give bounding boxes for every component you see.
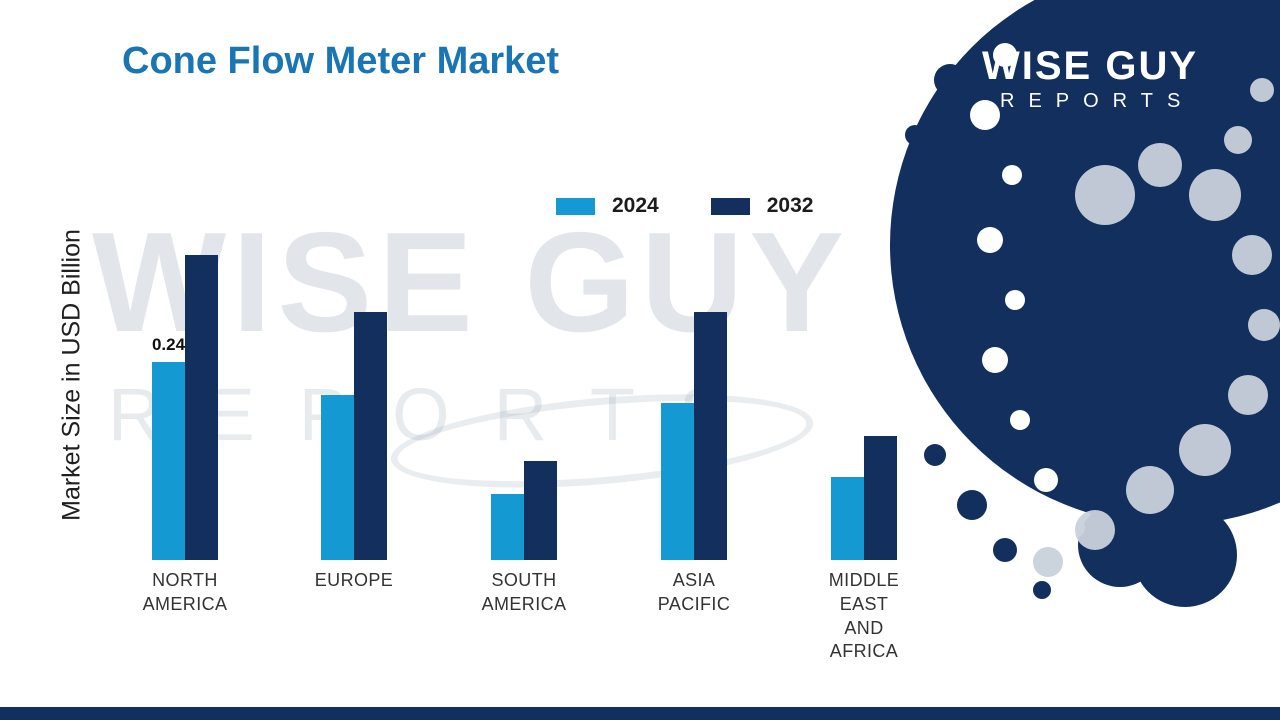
- legend-label-2024: 2024: [612, 194, 659, 217]
- legend-swatch-2032: [710, 197, 750, 215]
- bar-2024: [321, 395, 354, 560]
- bar-group-europe: EUROPE: [279, 230, 429, 590]
- footer-bar: [0, 707, 1280, 720]
- bar-value-label: 0.24: [151, 335, 186, 354]
- bar-2024: [152, 362, 185, 560]
- bar-chart: 0.24 NORTH AMERICA EUROPE SOUTH AMERICA ASIA PA…: [0, 230, 1280, 661]
- brand-wordmark-sub: REPORTS: [1000, 90, 1195, 112]
- y-axis-label: Market Size in USD Billion: [57, 229, 86, 521]
- legend-label-2032: 2032: [766, 194, 814, 217]
- category-label: SOUTH AMERICA: [481, 570, 567, 614]
- bar-group-north-america: 0.24 NORTH AMERICA: [110, 230, 260, 614]
- bar-group-asia-pacific: ASIA PACIFIC: [619, 230, 769, 614]
- category-label: MIDDLE EAST AND AFRICA: [828, 570, 900, 662]
- bar-2024: [491, 494, 524, 560]
- bar-2024: [831, 477, 864, 560]
- bar-group-south-america: SOUTH AMERICA: [449, 230, 599, 614]
- bar-2032: [524, 461, 557, 560]
- page-title: Cone Flow Meter Market: [122, 40, 560, 82]
- bar-2032: [185, 255, 218, 560]
- legend-swatch-2024: [556, 197, 595, 215]
- category-label: ASIA PACIFIC: [657, 570, 731, 614]
- bar-2032: [864, 436, 897, 560]
- bar-2032: [354, 312, 387, 560]
- bar-2032: [694, 312, 727, 560]
- chart-legend: 2024 2032: [556, 194, 865, 218]
- category-label: NORTH AMERICA: [142, 570, 228, 614]
- brand-wordmark: WISE GUY: [982, 44, 1199, 88]
- bar-2024: [661, 403, 694, 560]
- bar-group-middle-east-and-africa: MIDDLE EAST AND AFRICA: [789, 230, 939, 661]
- category-label: EUROPE: [314, 570, 394, 590]
